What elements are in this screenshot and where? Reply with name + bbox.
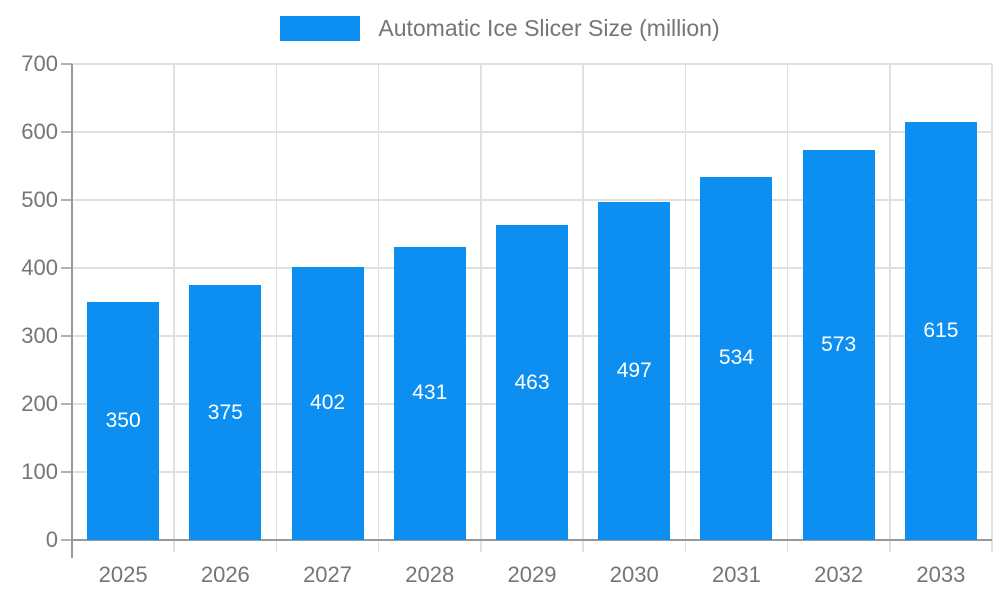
y-axis-tick xyxy=(61,63,72,65)
legend-label: Automatic Ice Slicer Size (million) xyxy=(378,15,720,41)
h-gridline xyxy=(72,63,992,65)
bar[interactable] xyxy=(598,202,671,540)
y-axis-label: 300 xyxy=(21,323,58,348)
x-axis-label: 2033 xyxy=(916,562,966,587)
bar[interactable] xyxy=(87,302,160,540)
v-gridline xyxy=(173,64,175,552)
y-axis-label: 0 xyxy=(45,527,58,552)
v-gridline xyxy=(275,64,278,552)
legend-item[interactable]: Automatic Ice Slicer Size (million) xyxy=(0,16,1000,41)
bar[interactable] xyxy=(393,246,466,540)
bar-value-label: 463 xyxy=(514,370,550,394)
y-axis-tick xyxy=(61,131,72,133)
bar[interactable] xyxy=(291,266,364,540)
x-axis-label: 2028 xyxy=(405,562,455,587)
v-gridline xyxy=(889,64,891,552)
bar[interactable] xyxy=(904,121,977,540)
bar[interactable] xyxy=(802,150,875,540)
v-gridline xyxy=(786,64,789,552)
bar-value-label: 534 xyxy=(718,346,754,370)
x-axis-line xyxy=(72,539,992,541)
bar-value-label: 375 xyxy=(207,400,243,424)
y-axis-label: 400 xyxy=(21,255,58,280)
v-gridline xyxy=(480,64,482,552)
bar-value-label: 350 xyxy=(105,409,141,432)
bar[interactable] xyxy=(700,176,773,540)
h-gridline xyxy=(72,131,992,133)
x-axis-label: 2031 xyxy=(711,562,761,587)
y-axis-label: 700 xyxy=(21,51,58,76)
y-axis-label: 200 xyxy=(21,391,58,416)
y-axis-line xyxy=(71,64,73,558)
y-axis-tick xyxy=(61,199,72,201)
bar[interactable] xyxy=(189,285,262,540)
v-gridline xyxy=(377,64,380,552)
bar-value-label: 497 xyxy=(616,359,652,383)
y-axis-label: 600 xyxy=(21,119,58,144)
v-gridline xyxy=(991,64,993,552)
h-gridline xyxy=(72,199,992,201)
bar-value-label: 402 xyxy=(310,391,346,415)
x-axis-label: 2030 xyxy=(609,562,659,587)
y-axis-label: 100 xyxy=(21,459,58,484)
bar-value-label: 431 xyxy=(412,381,448,405)
bar-value-label: 573 xyxy=(821,333,857,357)
y-axis-tick xyxy=(61,539,72,541)
y-axis-tick xyxy=(61,267,72,269)
v-gridline xyxy=(582,64,584,552)
y-axis-tick xyxy=(61,335,72,337)
y-axis-label: 500 xyxy=(21,187,58,212)
x-axis-label: 2029 xyxy=(507,562,557,587)
x-axis-label: 2027 xyxy=(303,562,353,587)
v-gridline xyxy=(684,64,687,552)
y-axis-tick xyxy=(61,471,72,473)
x-axis-label: 2025 xyxy=(98,562,148,587)
bar-value-label: 615 xyxy=(923,318,959,342)
x-axis-label: 2026 xyxy=(200,562,250,587)
legend-swatch-icon xyxy=(280,16,361,41)
bar[interactable] xyxy=(496,225,568,540)
x-axis-label: 2032 xyxy=(814,562,864,587)
y-axis-tick xyxy=(61,403,72,405)
